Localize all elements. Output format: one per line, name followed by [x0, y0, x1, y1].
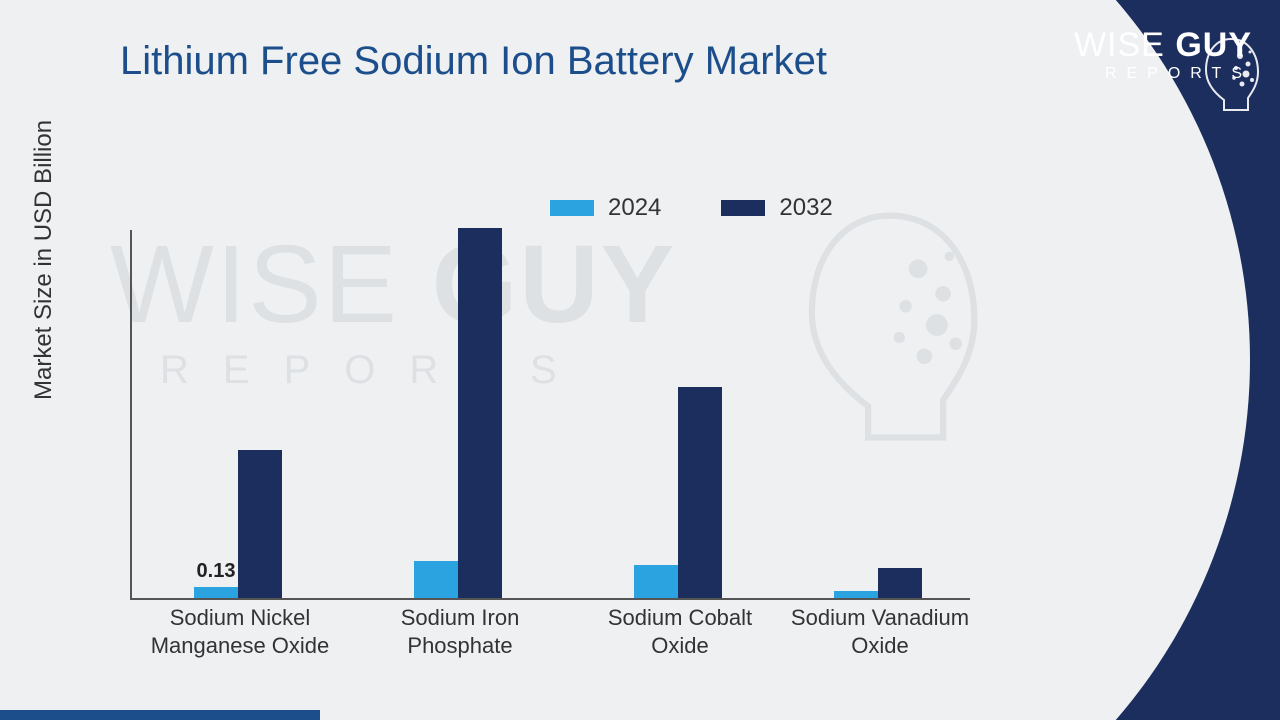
category-label: Sodium Iron Phosphate [370, 604, 550, 659]
legend-swatch-2032 [721, 200, 765, 216]
footer-accent-bar [0, 710, 320, 720]
legend-item-2032: 2032 [721, 194, 832, 222]
bar-value-label: 0.13 [197, 560, 236, 583]
category-label: Sodium Cobalt Oxide [590, 604, 770, 659]
brand-word2: GUY [1175, 26, 1252, 64]
category-label: Sodium Nickel Manganese Oxide [150, 604, 330, 659]
y-axis-label: Market Size in USD Billion [30, 120, 58, 400]
legend: 2024 2032 [550, 194, 833, 222]
legend-label-2032: 2032 [779, 194, 832, 222]
bar-2032 [678, 387, 722, 598]
chart-title: Lithium Free Sodium Ion Battery Market [120, 36, 827, 86]
legend-label-2024: 2024 [608, 194, 661, 222]
category-label: Sodium Vanadium Oxide [790, 604, 970, 659]
bar-2024 [414, 561, 458, 598]
legend-item-2024: 2024 [550, 194, 661, 222]
bar-2032 [878, 568, 922, 598]
bar-2024: 0.13 [194, 587, 238, 598]
bar-2024 [634, 565, 678, 598]
bar-2032 [458, 228, 502, 598]
chart-page: WISE GUY REPORTS Lithium Free Sodium Ion… [0, 0, 1280, 720]
bar-2032 [238, 450, 282, 598]
bar-2024 [834, 591, 878, 598]
legend-swatch-2024 [550, 200, 594, 216]
bar-chart: 0.13 [130, 230, 970, 600]
plot-area: 0.13 [132, 230, 970, 598]
brand-sub: REPORTS [1074, 66, 1252, 82]
x-axis-labels: Sodium Nickel Manganese Oxide Sodium Iron… [130, 604, 970, 714]
brand-word1: WISE [1074, 26, 1165, 64]
brand-logo-text: WISE GUY REPORTS [1074, 28, 1252, 82]
